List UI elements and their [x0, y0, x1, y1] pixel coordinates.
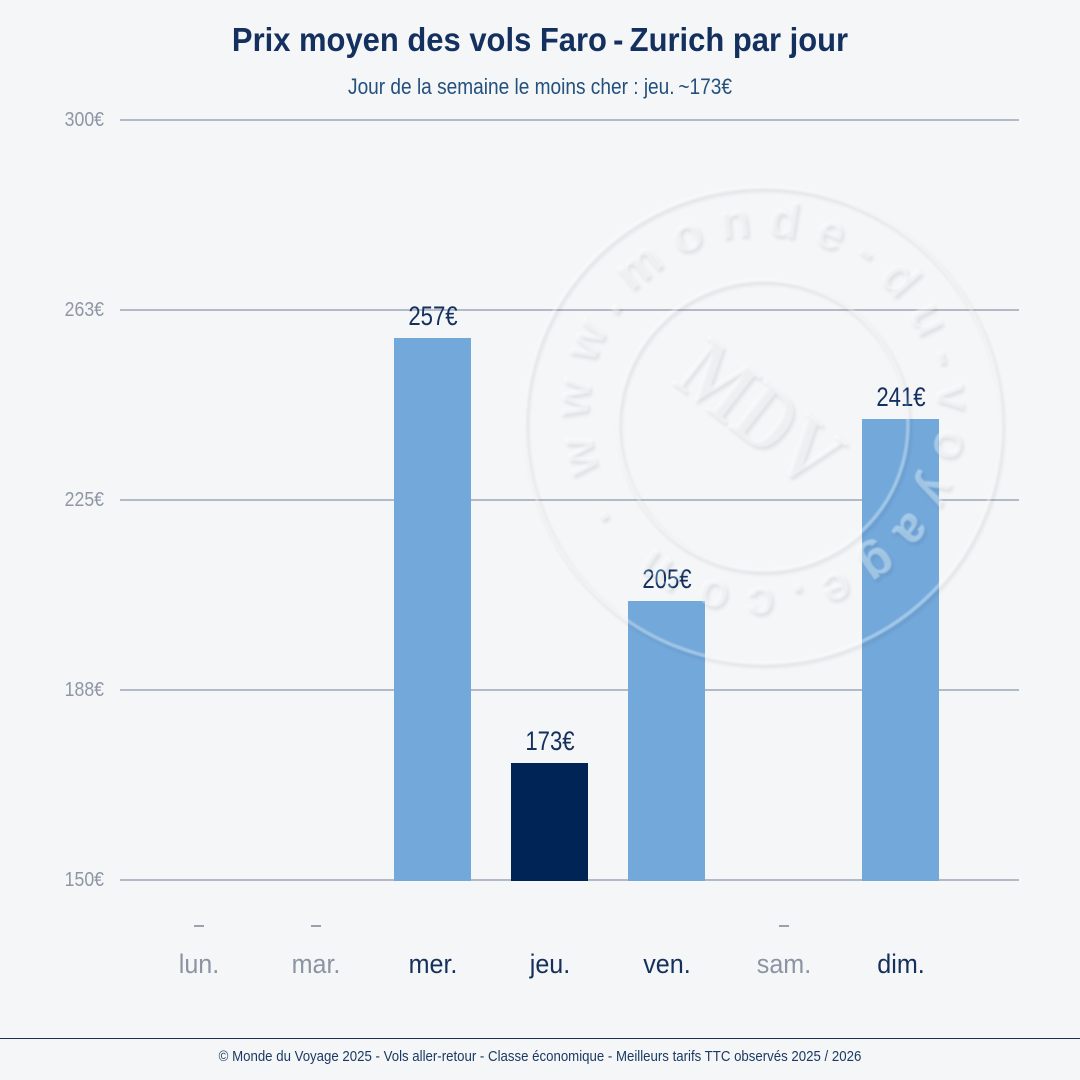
svg-text:MDV: MDV [659, 317, 862, 507]
